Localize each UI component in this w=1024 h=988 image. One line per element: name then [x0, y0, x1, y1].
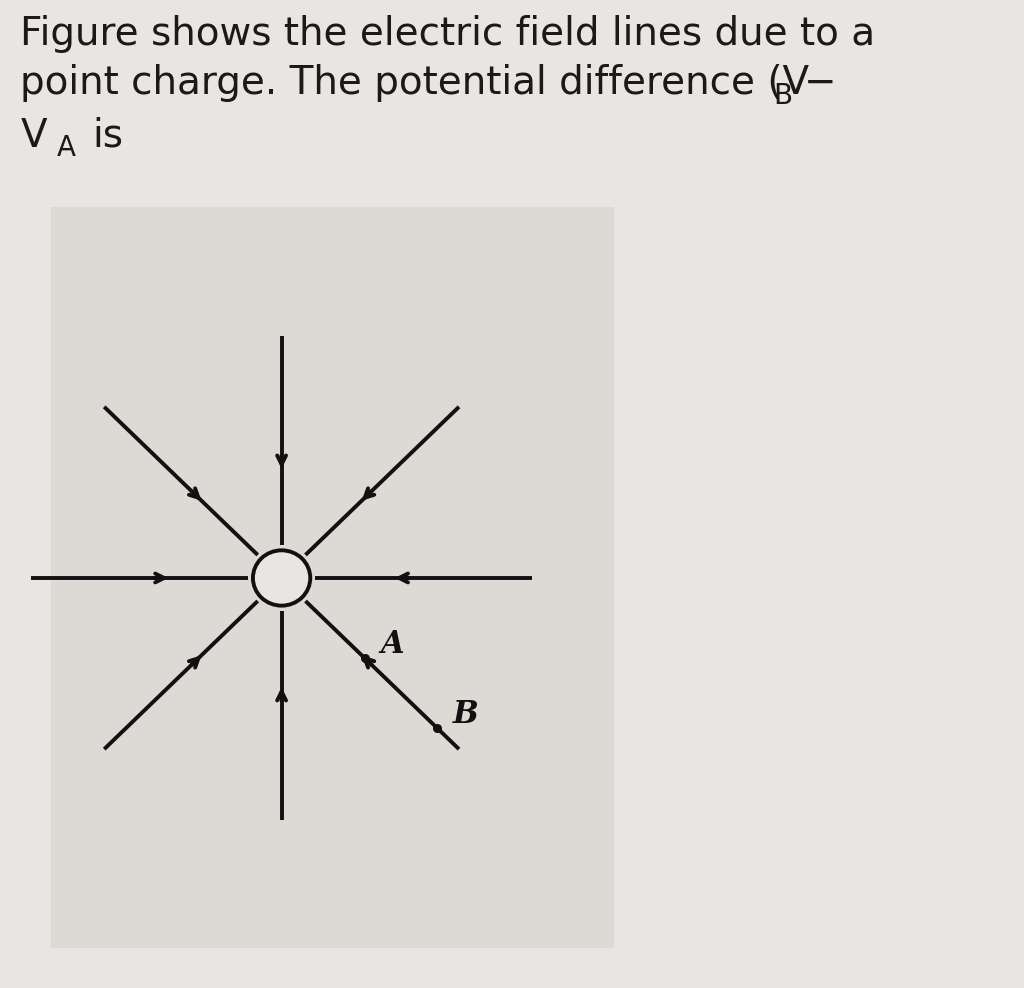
Text: A: A [380, 629, 403, 660]
Text: point charge. The potential difference (V: point charge. The potential difference (… [20, 64, 810, 102]
Text: is: is [92, 117, 123, 154]
Text: A: A [56, 134, 76, 162]
Bar [51, 207, 614, 948]
Point [429, 720, 445, 736]
Text: B: B [773, 82, 793, 110]
Text: B: B [453, 700, 478, 730]
Text: V: V [20, 117, 47, 154]
Circle shape [253, 550, 310, 606]
Point [356, 650, 373, 666]
Text: Figure shows the electric field lines due to a: Figure shows the electric field lines du… [20, 15, 876, 52]
Text: −: − [804, 64, 837, 102]
